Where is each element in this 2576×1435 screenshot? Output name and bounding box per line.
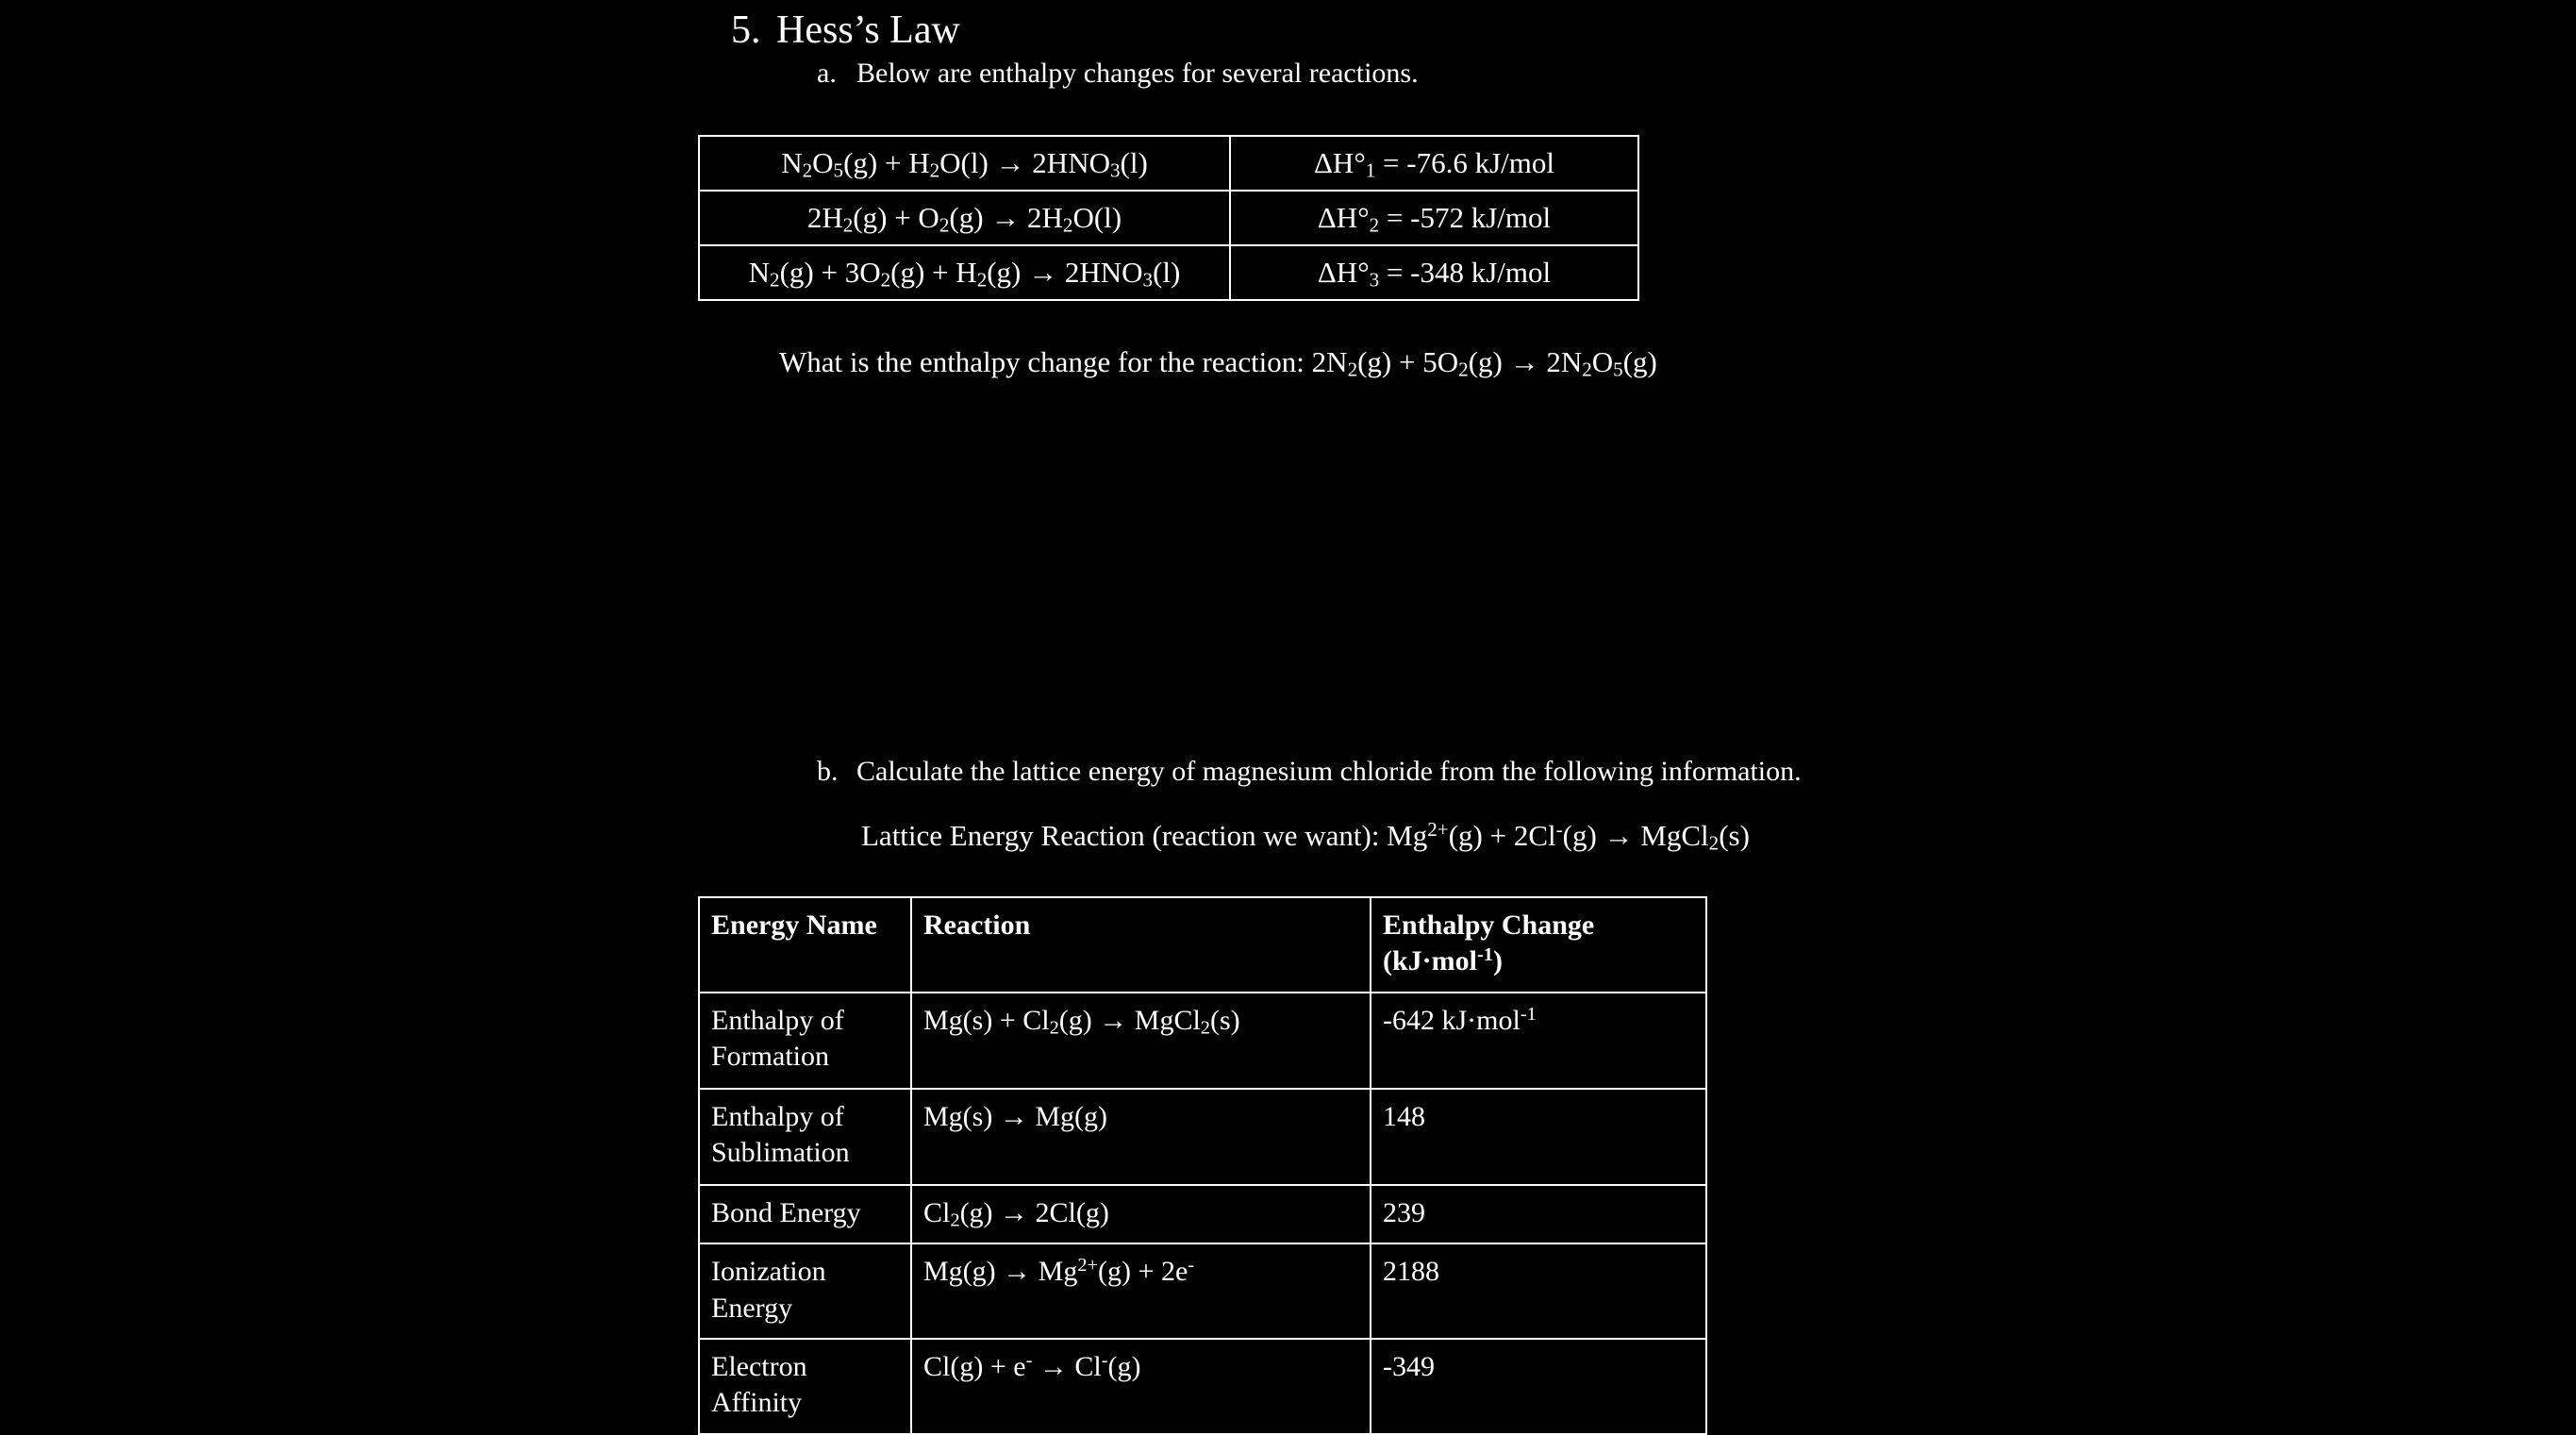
- column-header-reaction: Reaction: [910, 896, 1371, 993]
- table-row: Bond Energy Cl2(g) → 2Cl(g) 239: [698, 1183, 1707, 1245]
- reaction-cell: Mg(g) → Mg2+(g) + 2e-: [910, 1243, 1371, 1340]
- table-row: 2H2(g) + O2(g) → 2H2O(l) ΔH°2 = -572 kJ/…: [698, 190, 1639, 246]
- enthalpy-cell: ΔH°1 = -76.6 kJ/mol: [1229, 135, 1639, 192]
- value-cell: -349: [1370, 1337, 1707, 1435]
- value-cell: -642 kJ·mol-1: [1370, 991, 1707, 1090]
- part-b-prompt-text: Calculate the lattice energy of magnesiu…: [856, 756, 1802, 787]
- reaction-cell: Mg(s) + Cl2(g) → MgCl2(s): [910, 991, 1371, 1090]
- part-a-letter: a.: [817, 58, 837, 89]
- question-title-text: Hess’s Law: [776, 8, 960, 52]
- worksheet-page: 5. Hess’s Law a. Below are enthalpy change…: [698, 8, 1802, 1435]
- question-number: 5.: [731, 8, 761, 52]
- enthalpy-cell: ΔH°2 = -572 kJ/mol: [1229, 190, 1639, 246]
- table-header-row: Energy Name Reaction Enthalpy Change (kJ…: [698, 896, 1707, 993]
- value-cell: 148: [1370, 1087, 1707, 1186]
- page-title: 5. Hess’s Law: [731, 8, 960, 53]
- value-cell: 2188: [1370, 1243, 1707, 1340]
- table-row: Ionization Energy Mg(g) → Mg2+(g) + 2e- …: [698, 1243, 1707, 1340]
- table-row: N2(g) + 3O2(g) + H2(g) → 2HNO3(l) ΔH°3 =…: [698, 244, 1639, 301]
- enthalpy-changes-table: N2O5(g) + H2O(l) → 2HNO3(l) ΔH°1 = -76.6…: [698, 135, 1639, 301]
- reaction-cell: N2O5(g) + H2O(l) → 2HNO3(l): [698, 135, 1231, 192]
- table-row: Enthalpy of Formation Mg(s) + Cl2(g) → Mg…: [698, 991, 1707, 1090]
- energy-name-cell: Ionization Energy: [698, 1243, 912, 1340]
- energy-name-cell: Enthalpy of Formation: [698, 991, 912, 1090]
- energy-name-cell: Enthalpy of Sublimation: [698, 1087, 912, 1186]
- reaction-cell: Mg(s) → Mg(g): [910, 1087, 1371, 1186]
- energy-name-cell: Electron Affinity: [698, 1337, 912, 1435]
- value-cell: 239: [1370, 1183, 1707, 1245]
- column-header-energy-name: Energy Name: [698, 896, 912, 993]
- table-row: Enthalpy of Sublimation Mg(s) → Mg(g) 148: [698, 1087, 1707, 1186]
- lattice-energy-table: Energy Name Reaction Enthalpy Change (kJ…: [698, 896, 1707, 1435]
- part-a-prompt: a. Below are enthalpy changes for several…: [817, 57, 1419, 91]
- table-row: N2O5(g) + H2O(l) → 2HNO3(l) ΔH°1 = -76.6…: [698, 135, 1639, 192]
- lattice-energy-reaction-line: Lattice Energy Reaction (reaction we wan…: [861, 817, 1750, 855]
- enthalpy-cell: ΔH°3 = -348 kJ/mol: [1229, 244, 1639, 301]
- reaction-cell: 2H2(g) + O2(g) → 2H2O(l): [698, 190, 1231, 246]
- reaction-cell: N2(g) + 3O2(g) + H2(g) → 2HNO3(l): [698, 244, 1231, 301]
- part-b-letter: b.: [817, 756, 839, 787]
- column-header-enthalpy-change: Enthalpy Change (kJ·mol-1): [1370, 896, 1707, 993]
- table-row: Electron Affinity Cl(g) + e- → Cl-(g) -3…: [698, 1337, 1707, 1435]
- part-a-question-line: What is the enthalpy change for the reac…: [779, 345, 1657, 381]
- part-a-prompt-text: Below are enthalpy changes for several r…: [856, 58, 1419, 89]
- part-b-prompt: b. Calculate the lattice energy of magnes…: [817, 755, 1802, 789]
- header-enthalpy-line-1: Enthalpy Change: [1383, 909, 1595, 941]
- reaction-cell: Cl2(g) → 2Cl(g): [910, 1183, 1371, 1245]
- energy-name-cell: Bond Energy: [698, 1183, 912, 1245]
- reaction-cell: Cl(g) + e- → Cl-(g): [910, 1337, 1371, 1435]
